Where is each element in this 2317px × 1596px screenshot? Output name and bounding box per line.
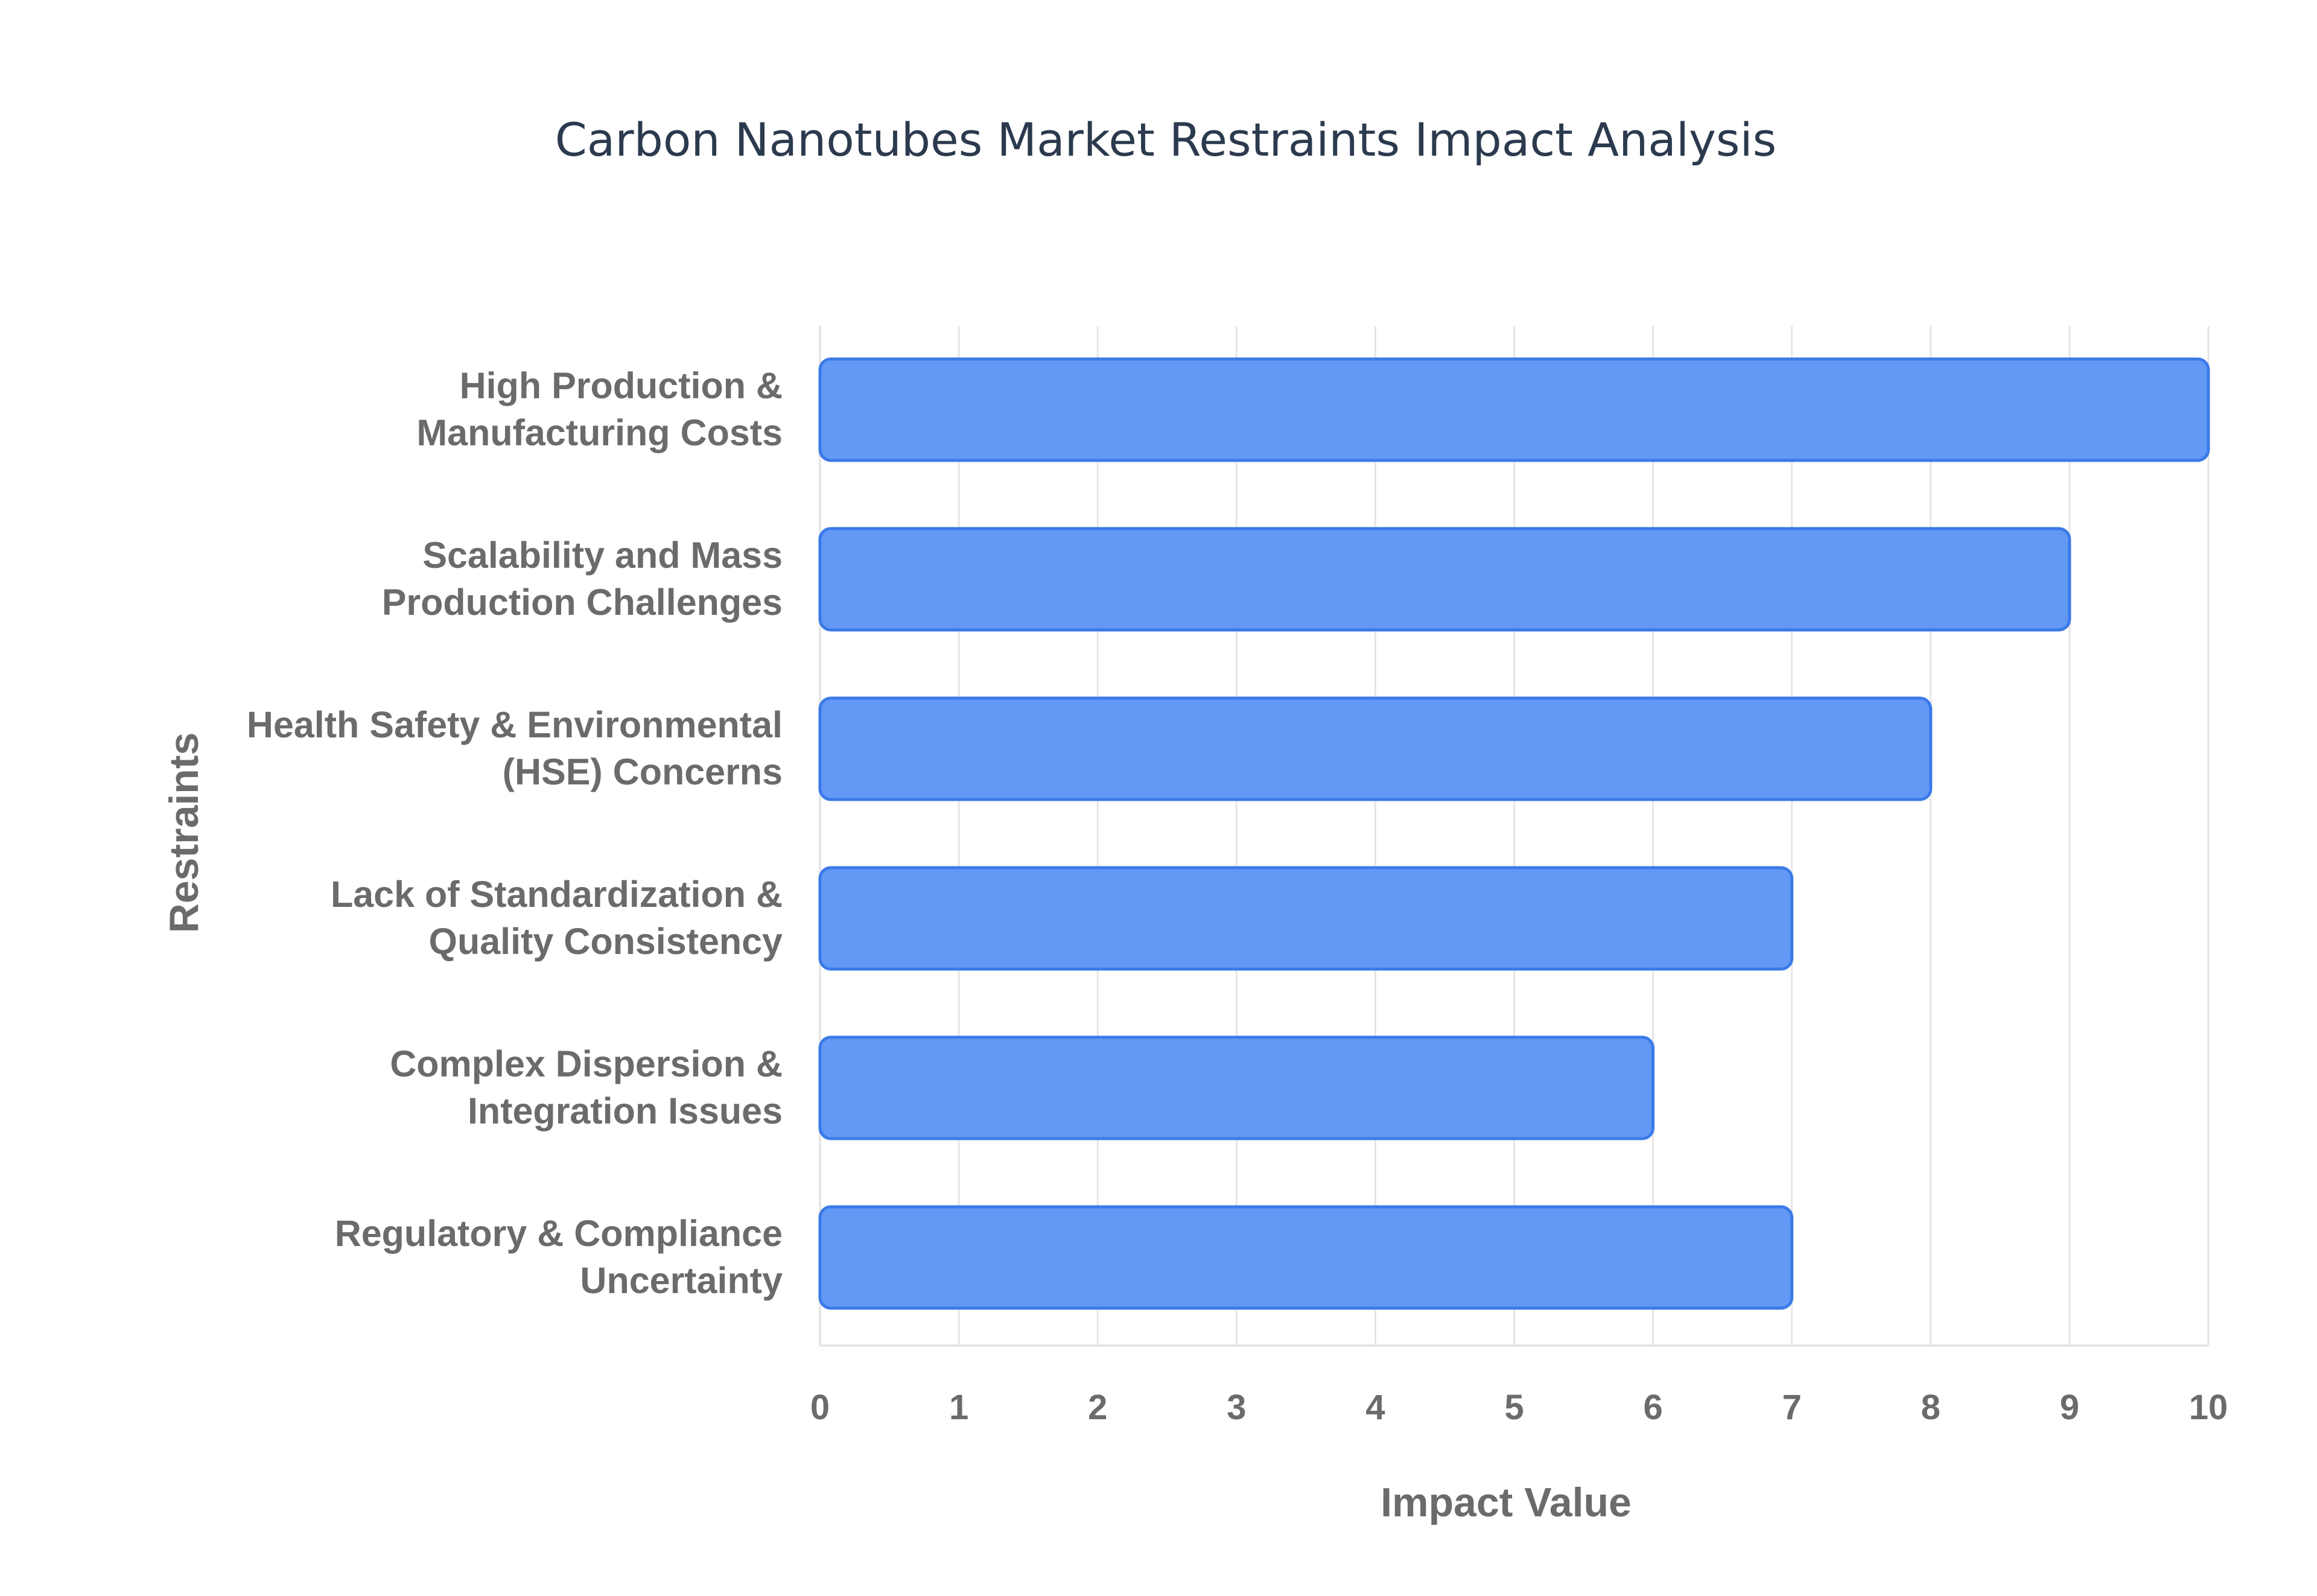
- y-tick-label-line: High Production &: [460, 365, 783, 406]
- y-tick-label: Complex Dispersion & Integration Issues: [390, 1043, 783, 1131]
- y-tick-label-line: Production Challenges: [382, 582, 783, 623]
- bar: [818, 1205, 1794, 1310]
- bar: [818, 357, 2210, 462]
- y-axis-tick-labels: High Production & Manufacturing Costs Scal…: [247, 365, 783, 1301]
- y-tick-label-line: Complex Dispersion &: [390, 1043, 783, 1084]
- chart-title: Carbon Nanotubes Market Restraints Impac…: [555, 113, 1777, 167]
- x-tick-label: 8: [1921, 1388, 1940, 1427]
- y-tick-label: High Production & Manufacturing Costs: [416, 365, 783, 453]
- bar: [818, 527, 2071, 632]
- y-tick-label: Lack of Standardization & Quality Consist…: [331, 874, 783, 962]
- y-tick-label-line: Health Safety & Environmental: [247, 704, 783, 745]
- x-tick-label: 1: [949, 1388, 968, 1427]
- x-tick-label: 3: [1227, 1388, 1246, 1427]
- y-tick-label-line: Scalability and Mass: [422, 535, 783, 576]
- y-tick-label-line: Uncertainty: [580, 1260, 783, 1301]
- y-tick-label: Regulatory & Compliance Uncertainty: [335, 1213, 783, 1301]
- x-tick-label: 4: [1365, 1388, 1385, 1427]
- bar: [818, 1035, 1655, 1140]
- x-axis-title: Impact Value: [1381, 1480, 1632, 1525]
- x-tick-label: 0: [810, 1388, 830, 1427]
- x-tick-label: 5: [1504, 1388, 1524, 1427]
- y-tick-label-line: Lack of Standardization &: [331, 874, 783, 915]
- y-tick-label: Scalability and Mass Production Challenge…: [382, 535, 783, 623]
- x-tick-label: 10: [2189, 1388, 2228, 1427]
- bar: [818, 866, 1794, 971]
- x-tick-label: 2: [1088, 1388, 1107, 1427]
- x-tick-label: 6: [1643, 1388, 1662, 1427]
- bar: [818, 696, 1933, 801]
- y-axis-title: Restraints: [161, 733, 207, 933]
- y-tick-label: Health Safety & Environmental (HSE) Conce…: [247, 704, 783, 792]
- y-tick-label-line: Regulatory & Compliance: [335, 1213, 783, 1254]
- x-tick-label: 7: [1782, 1388, 1802, 1427]
- y-tick-label-line: Integration Issues: [468, 1090, 783, 1131]
- x-tick-label: 9: [2060, 1388, 2079, 1427]
- gridlines: [819, 326, 2210, 1347]
- x-axis-tick-labels: 0 1 2 3 4 5 6 7 8 9 10: [810, 1388, 2228, 1427]
- y-tick-label-line: Manufacturing Costs: [416, 412, 783, 453]
- bars: [818, 357, 2210, 1310]
- y-tick-label-line: Quality Consistency: [429, 921, 783, 962]
- y-tick-label-line: (HSE) Concerns: [503, 751, 783, 792]
